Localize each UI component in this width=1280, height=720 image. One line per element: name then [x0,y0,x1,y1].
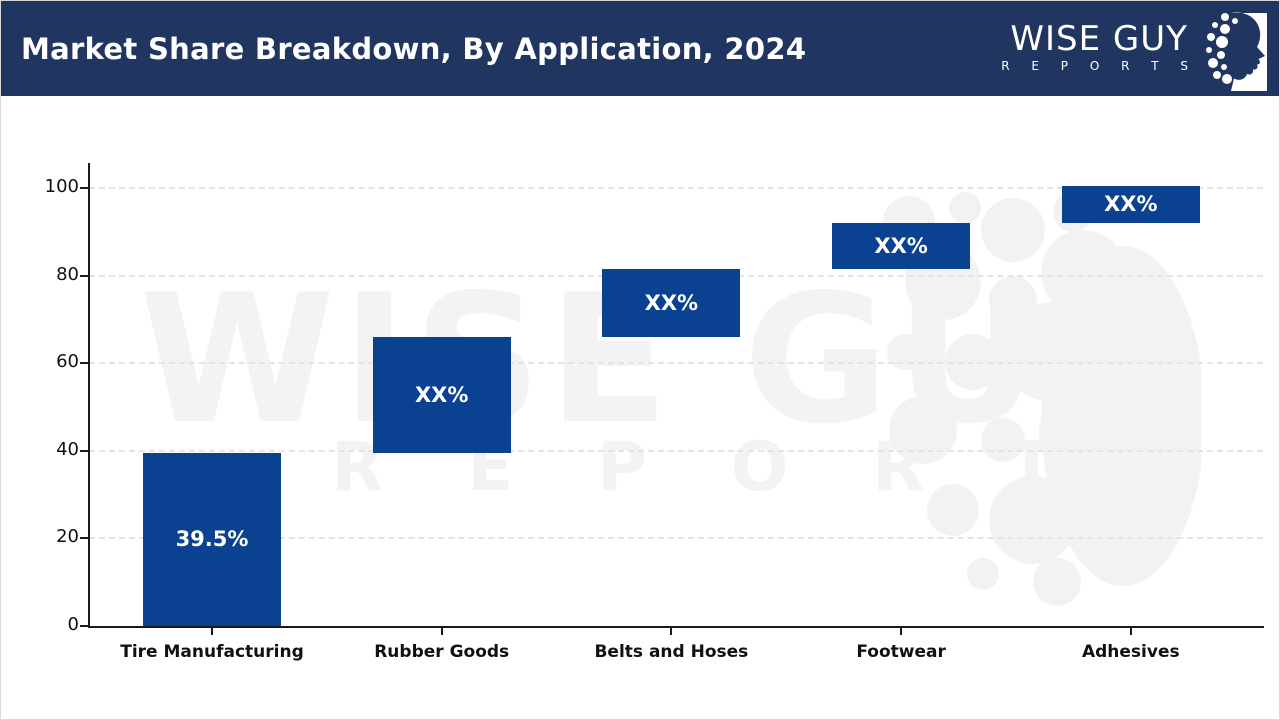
bar: 39.5% [143,452,281,626]
category-label: Tire Manufacturing [120,642,304,662]
y-tick-label: 80 [56,263,79,285]
y-tick-mark [80,187,88,189]
gridline [89,362,1263,365]
y-tick-label: 0 [67,614,79,635]
category-label: Footwear [856,642,946,662]
header-bar: Market Share Breakdown, By Application, … [1,1,1279,96]
chart-area: WISE GUY R E P O R T S [1,96,1279,719]
y-tick-mark [80,625,88,627]
y-tick-label: 20 [56,526,79,548]
plot-area: 0 20 40 60 80 100 39.5% Tire Manufacturing XX% Ru… [1,96,1279,719]
y-axis [88,163,90,628]
wise-guy-logo: WISE GUY R E P O R T S [1001,7,1267,91]
x-tick-mark [670,628,673,635]
page-title: Market Share Breakdown, By Application, … [21,31,807,66]
logo-face-icon [1206,12,1267,91]
bar: XX% [832,223,971,270]
logo-subtitle: R E P O R T S [1001,59,1197,73]
logo-wordmark: WISE GUY [1010,19,1188,59]
bar: XX% [372,336,511,453]
y-tick-mark [80,537,88,540]
bar: XX% [1061,185,1200,224]
y-tick-mark [80,274,88,277]
bar-label: XX% [644,290,699,315]
y-tick-mark [80,362,88,365]
y-tick-mark [80,449,88,452]
y-tick-label: 100 [44,176,79,197]
x-tick-mark [211,628,213,635]
logo-text: WISE GUY R E P O R T S [1001,21,1197,73]
bar-label: 39.5% [175,527,249,552]
gridline [89,187,1263,189]
bar-label: XX% [1104,192,1158,217]
category-label: Rubber Goods [374,642,510,662]
x-tick-mark [1129,628,1132,635]
bar-label: XX% [414,382,469,407]
category-label: Belts and Hoses [594,642,749,662]
bar: XX% [602,269,741,337]
bar-label: XX% [874,234,928,259]
x-tick-mark [440,628,443,635]
y-tick-label: 60 [56,351,79,373]
gridline [89,449,1263,452]
x-axis [88,626,1264,628]
x-tick-mark [900,628,903,635]
gridline [89,537,1263,540]
category-label: Adhesives [1081,642,1180,662]
y-tick-label: 40 [56,438,79,460]
